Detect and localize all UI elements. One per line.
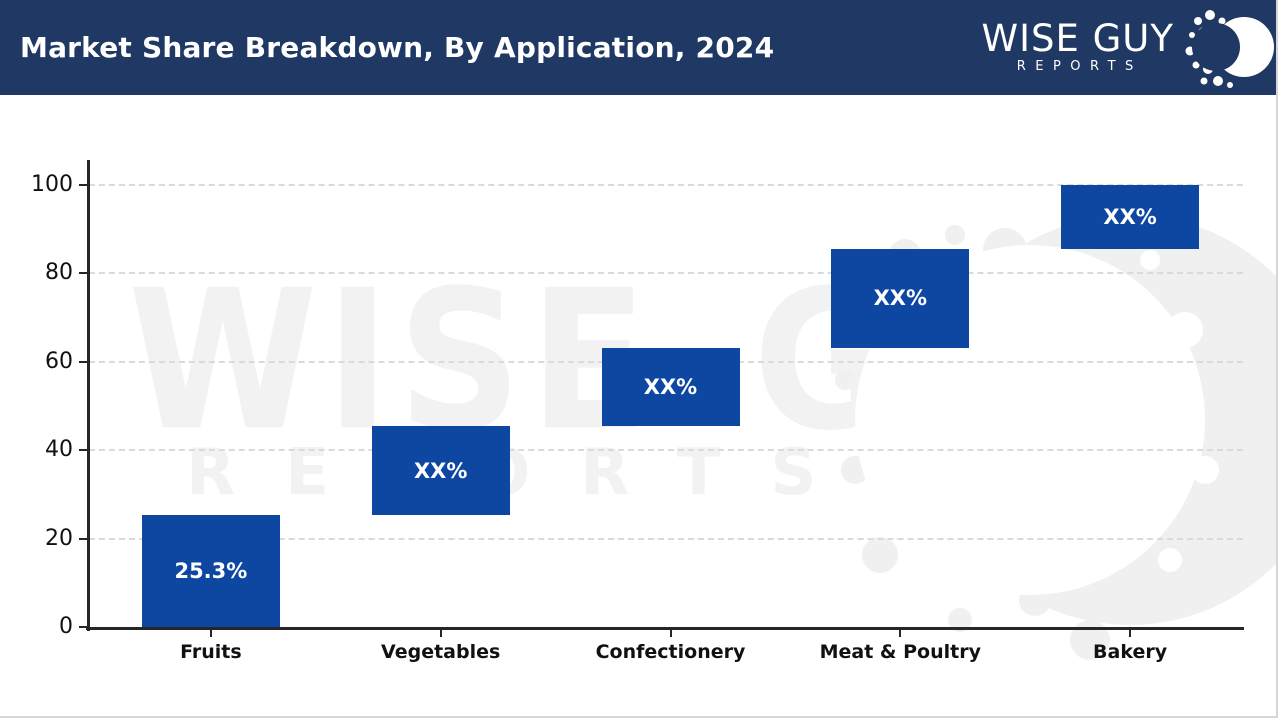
x-axis-tick <box>439 629 442 637</box>
x-axis-tick <box>1129 629 1132 637</box>
y-tick-label: 40 <box>45 437 73 463</box>
y-tick-label: 60 <box>45 348 73 374</box>
x-tick-label: Confectionery <box>595 641 746 663</box>
bar-value-label: 25.3% <box>174 559 248 584</box>
y-axis-tick <box>79 184 87 186</box>
bar <box>371 425 510 516</box>
x-axis-tick <box>899 629 902 637</box>
y-tick-label: 0 <box>59 614 73 639</box>
gridline <box>89 449 1243 452</box>
y-tick-label: 20 <box>45 525 73 551</box>
y-axis-tick <box>79 537 87 540</box>
bar <box>1061 185 1200 249</box>
bar-value-label: XX% <box>873 286 928 311</box>
bar <box>601 347 740 426</box>
x-tick-label: Fruits <box>180 641 242 663</box>
y-tick-label: 80 <box>45 260 73 286</box>
logo-wiseguy-text: WISE GUY <box>981 17 1174 60</box>
bar-value-label: XX% <box>1103 204 1157 229</box>
page-title: Market Share Breakdown, By Application, … <box>20 31 775 64</box>
y-tick-label: 100 <box>31 172 73 197</box>
x-axis <box>86 627 1244 630</box>
gridline <box>89 184 1243 186</box>
gridline <box>89 537 1243 540</box>
logo-face-icon <box>1185 9 1274 88</box>
bar <box>831 248 970 348</box>
x-axis-tick <box>669 629 672 637</box>
logo-reports-text: REPORTS <box>1016 59 1143 74</box>
x-tick-label: Meat & Poultry <box>819 641 981 663</box>
bar-value-label: XX% <box>643 374 698 399</box>
y-axis-tick <box>79 626 87 628</box>
brand-logo: WISE GUY REPORTS <box>981 0 1276 95</box>
x-axis-tick <box>209 629 212 637</box>
brand-logo-text: WISE GUY REPORTS <box>981 17 1174 74</box>
y-axis-tick <box>79 272 87 275</box>
y-axis-tick <box>79 360 87 363</box>
y-axis <box>87 160 90 631</box>
y-axis-tick <box>79 449 87 452</box>
header-bar: Market Share Breakdown, By Application, … <box>0 0 1276 95</box>
x-tick-label: Vegetables <box>381 641 501 663</box>
bar <box>141 515 280 627</box>
gridline <box>89 272 1243 275</box>
x-tick-label: Bakery <box>1093 641 1168 663</box>
bar-value-label: XX% <box>413 458 468 483</box>
